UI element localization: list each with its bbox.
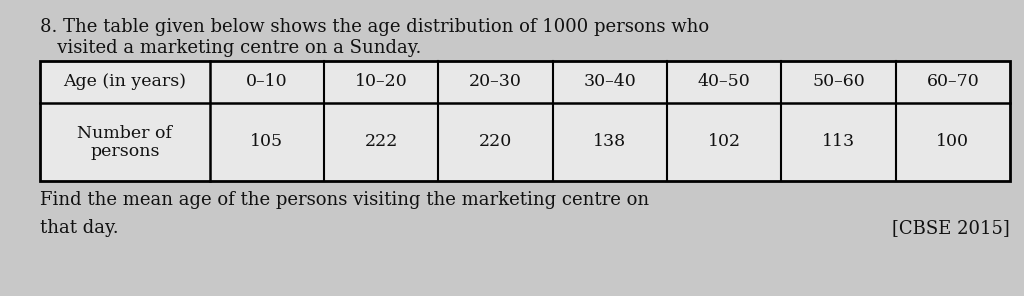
Text: Find the mean age of the persons visiting the marketing centre on: Find the mean age of the persons visitin…	[40, 191, 649, 209]
Text: 40–50: 40–50	[697, 73, 751, 91]
Text: Number of: Number of	[78, 126, 172, 142]
Text: persons: persons	[90, 144, 160, 160]
Text: 113: 113	[822, 133, 855, 150]
Text: 30–40: 30–40	[584, 73, 636, 91]
Text: Age (in years): Age (in years)	[63, 73, 186, 91]
Bar	[40, 61, 1010, 181]
Text: [CBSE 2015]: [CBSE 2015]	[892, 219, 1010, 237]
Text: 50–60: 50–60	[812, 73, 865, 91]
Text: that day.: that day.	[40, 219, 119, 237]
Text: 60–70: 60–70	[927, 73, 979, 91]
Text: 10–20: 10–20	[355, 73, 408, 91]
Text: 100: 100	[936, 133, 970, 150]
Text: 138: 138	[593, 133, 627, 150]
Text: visited a marketing centre on a Sunday.: visited a marketing centre on a Sunday.	[40, 39, 421, 57]
Text: 0–10: 0–10	[246, 73, 288, 91]
Text: 222: 222	[365, 133, 398, 150]
Text: 220: 220	[479, 133, 512, 150]
Text: 102: 102	[708, 133, 740, 150]
Text: 8. The table given below shows the age distribution of 1000 persons who: 8. The table given below shows the age d…	[40, 18, 710, 36]
Text: 105: 105	[250, 133, 284, 150]
Bar	[40, 61, 1010, 181]
Text: 20–30: 20–30	[469, 73, 522, 91]
